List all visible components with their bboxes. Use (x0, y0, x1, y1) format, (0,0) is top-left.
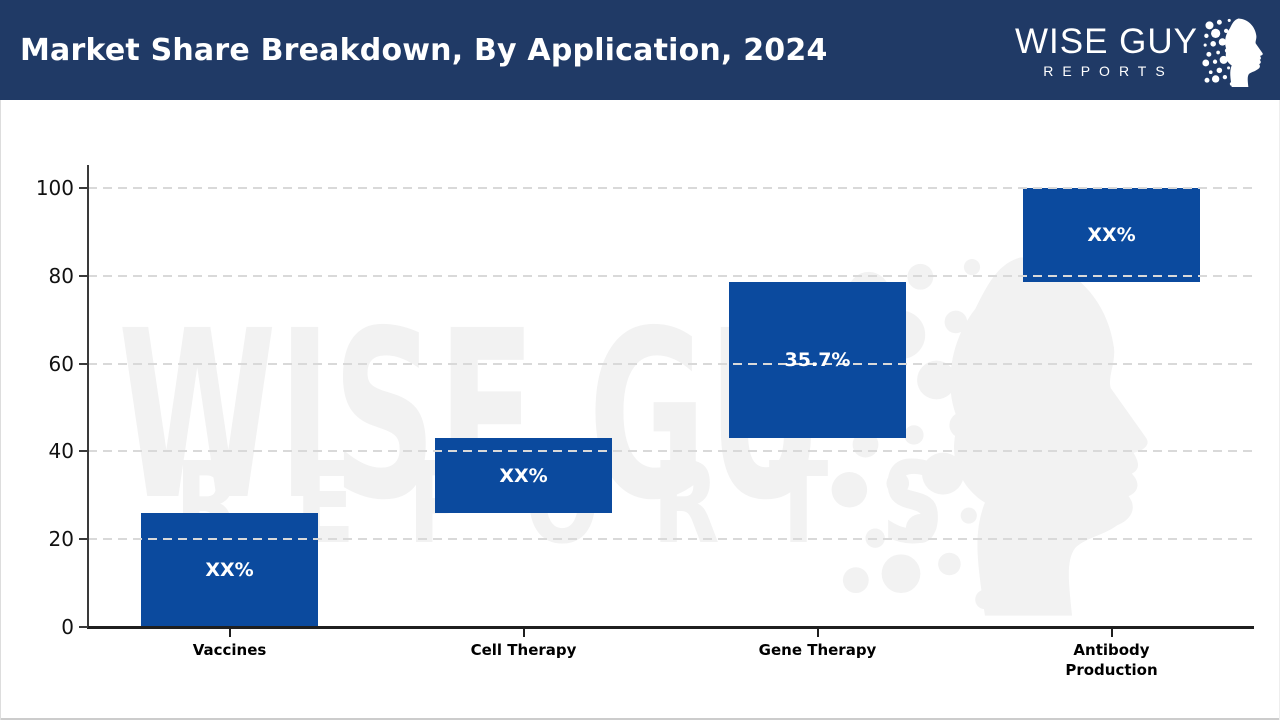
brand-logo: WISE GUY REPORTS (1015, 5, 1270, 95)
y-tick-0 (79, 626, 88, 628)
y-tick-20 (79, 538, 88, 541)
y-tick-40 (79, 450, 88, 453)
bar-value-label-antibody-production: XX% (1087, 223, 1136, 246)
x-tick-gene-therapy (816, 629, 819, 637)
y-tick-label-0: 0 (61, 615, 74, 639)
y-tick-label-100: 100 (35, 176, 74, 200)
gridline-100 (88, 187, 1253, 189)
brand-logo-text: WISE GUY REPORTS (1015, 22, 1198, 79)
bar-vaccines (141, 512, 318, 627)
x-tick-cell-therapy (522, 629, 525, 637)
gridline-40 (88, 450, 1253, 453)
x-axis-label-vaccines: Vaccines (192, 641, 267, 659)
y-tick-60 (79, 362, 88, 365)
gridline-20 (88, 538, 1253, 541)
brand-name: WISE GUY (1014, 21, 1198, 61)
x-axis-line (87, 626, 1254, 629)
brand-subname: REPORTS (1043, 62, 1174, 79)
y-tick-label-20: 20 (48, 527, 74, 552)
x-axis-label-cell-therapy: Cell Therapy (470, 641, 577, 659)
page-bottom-border (0, 718, 1280, 720)
x-axis-label-gene-therapy: Gene Therapy (758, 641, 877, 659)
gridline-60 (88, 362, 1253, 365)
y-tick-100 (79, 187, 88, 189)
bar-value-label-cell-therapy: XX% (499, 464, 548, 487)
brand-head-icon (1202, 18, 1263, 87)
gridline-80 (88, 274, 1253, 277)
y-tick-80 (79, 274, 88, 277)
x-axis-label-antibody-production: Antibody Production (1065, 641, 1158, 679)
bar-value-label-gene-therapy: 35.7% (784, 348, 851, 371)
x-tick-antibody-production (1110, 629, 1113, 637)
y-tick-label-40: 40 (48, 439, 74, 464)
header-bar: Market Share Breakdown, By Application, … (0, 0, 1280, 100)
x-tick-vaccines (228, 629, 231, 637)
y-tick-label-60: 60 (48, 351, 74, 376)
y-tick-label-80: 80 (48, 263, 74, 288)
bar-value-label-vaccines: XX% (205, 558, 254, 581)
y-axis-line (87, 165, 89, 628)
chart-title: Market Share Breakdown, By Application, … (20, 33, 828, 68)
page-left-border (0, 100, 1, 720)
